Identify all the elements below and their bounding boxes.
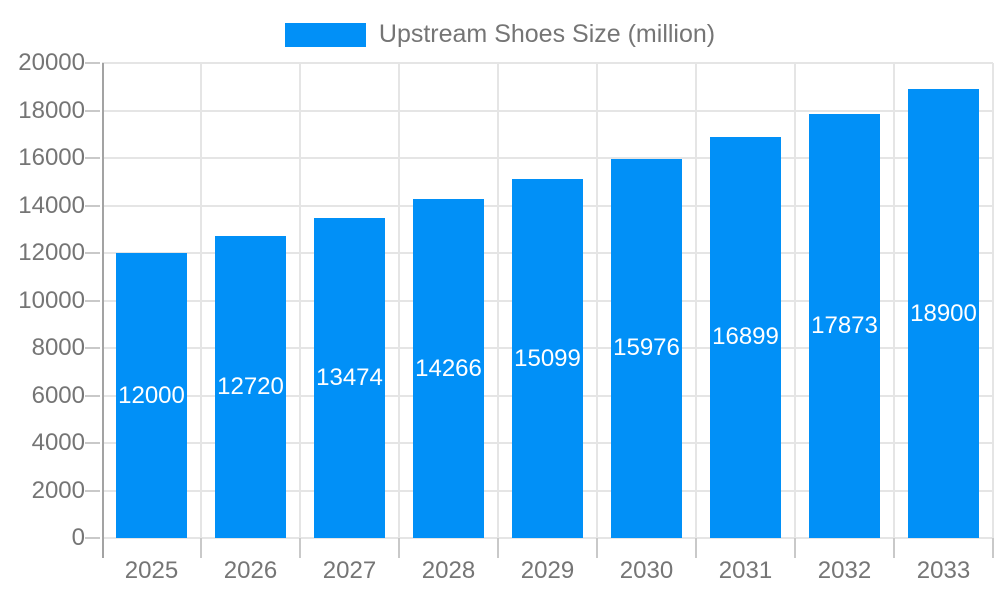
bar[interactable]: 15976 xyxy=(611,158,682,538)
x-axis-label: 2028 xyxy=(421,557,476,584)
y-axis-label: 14000 xyxy=(18,191,85,219)
y-axis-label: 10000 xyxy=(18,286,85,314)
x-axis-label: 2029 xyxy=(520,557,575,584)
y-tick xyxy=(85,299,100,302)
bar[interactable]: 13474 xyxy=(314,218,385,538)
x-axis-label: 2025 xyxy=(124,557,179,584)
y-gridline xyxy=(102,109,993,112)
x-gridline xyxy=(893,63,895,538)
x-gridline xyxy=(992,63,994,538)
y-tick xyxy=(85,442,100,444)
x-tick xyxy=(893,538,895,558)
y-tick xyxy=(85,537,100,539)
x-axis-label: 2027 xyxy=(322,557,377,584)
x-axis-label: 2030 xyxy=(619,557,674,584)
bar[interactable]: 12720 xyxy=(215,235,286,538)
y-tick xyxy=(85,347,100,349)
y-axis-label: 2000 xyxy=(31,476,85,504)
x-tick xyxy=(200,538,202,558)
y-tick xyxy=(85,394,100,397)
y-tick xyxy=(85,252,100,254)
y-axis-label: 18000 xyxy=(18,96,85,124)
x-tick xyxy=(992,538,994,558)
x-tick xyxy=(596,538,598,558)
y-gridline xyxy=(102,537,993,539)
x-tick xyxy=(695,538,697,558)
legend: Upstream Shoes Size (million) xyxy=(0,20,1000,49)
legend-label: Upstream Shoes Size (million) xyxy=(378,20,716,48)
bar[interactable]: 16899 xyxy=(710,136,781,538)
y-axis-label: 20000 xyxy=(18,49,85,76)
x-gridline xyxy=(398,63,400,538)
bar[interactable]: 14266 xyxy=(413,199,484,538)
x-gridline xyxy=(596,63,598,538)
legend-swatch-icon xyxy=(284,22,366,47)
x-axis-label: 2032 xyxy=(817,557,872,584)
bar-value-label: 18900 xyxy=(910,299,977,327)
y-axis-label: 8000 xyxy=(31,334,85,361)
bar-value-label: 16899 xyxy=(712,323,779,351)
y-axis-label: 0 xyxy=(71,524,85,551)
y-tick xyxy=(85,62,100,64)
y-gridline xyxy=(102,157,993,159)
y-axis-line xyxy=(102,63,104,558)
x-gridline xyxy=(695,63,697,538)
x-axis-label: 2033 xyxy=(916,557,971,584)
x-tick xyxy=(794,538,796,558)
legend-item[interactable]: Upstream Shoes Size (million) xyxy=(284,20,716,49)
x-gridline xyxy=(299,63,301,538)
y-axis-label: 12000 xyxy=(18,239,85,266)
y-axis-label: 16000 xyxy=(18,144,85,171)
x-gridline xyxy=(794,63,796,538)
y-gridline xyxy=(102,62,993,64)
y-tick xyxy=(85,157,100,159)
x-gridline xyxy=(200,63,202,538)
x-tick xyxy=(299,538,301,558)
bar-value-label: 13474 xyxy=(316,364,383,391)
plot-area: 0 2000 4000 6000 8000 10000 12000 14000 16000 180… xyxy=(18,49,994,584)
x-axis-label: 2026 xyxy=(223,557,278,584)
bar-value-label: 15099 xyxy=(514,344,581,372)
y-tick xyxy=(85,489,100,492)
bar-value-label: 12720 xyxy=(217,372,284,400)
x-axis-label: 2031 xyxy=(718,557,773,584)
y-axis-label: 6000 xyxy=(31,381,85,409)
y-tick xyxy=(85,204,100,207)
bar-value-label: 14266 xyxy=(415,354,482,382)
bar-value-label: 15976 xyxy=(613,334,680,362)
bar[interactable]: 15099 xyxy=(512,179,583,538)
bar-value-label: 17873 xyxy=(811,311,878,339)
y-axis-label: 4000 xyxy=(31,429,85,456)
x-gridline xyxy=(497,63,499,538)
bar[interactable]: 17873 xyxy=(809,113,880,538)
x-tick xyxy=(497,538,499,558)
x-tick xyxy=(398,538,400,558)
y-tick xyxy=(85,109,100,112)
bar[interactable]: 18900 xyxy=(908,89,979,538)
bar[interactable]: 12000 xyxy=(116,253,187,538)
bar-value-label: 12000 xyxy=(118,381,185,409)
